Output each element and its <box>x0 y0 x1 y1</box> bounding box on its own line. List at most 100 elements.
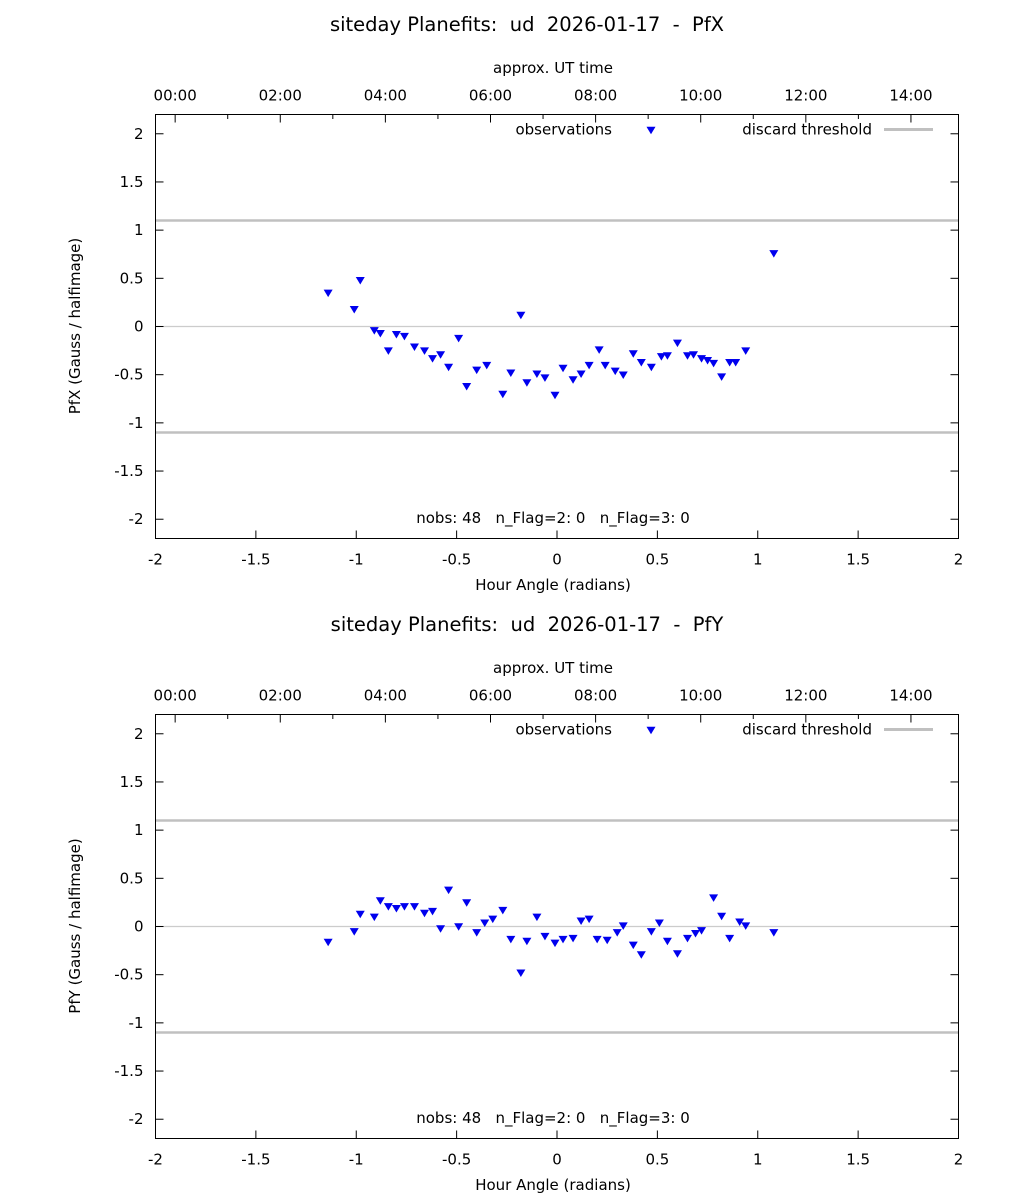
data-point <box>602 936 612 945</box>
data-point <box>576 917 586 926</box>
data-point <box>558 364 568 373</box>
data-point <box>725 934 735 943</box>
x-tick-label: 0 <box>552 1151 562 1169</box>
data-point <box>462 383 472 391</box>
data-point <box>428 907 438 916</box>
y-tick-label: 1 <box>134 221 144 239</box>
data-point <box>717 912 727 921</box>
chart-title-pfy: siteday Planefits: ud 2026-01-17 - PfY <box>330 613 724 636</box>
x2-tick-label: 02:00 <box>259 687 302 705</box>
data-point <box>610 367 620 376</box>
data-point <box>628 350 638 358</box>
data-point <box>472 929 482 937</box>
x-tick-label: 1.5 <box>846 1151 870 1169</box>
data-point <box>697 927 707 935</box>
x-tick-label: 0.5 <box>645 1151 669 1169</box>
data-point <box>618 371 628 379</box>
data-point <box>399 332 409 341</box>
data-point <box>506 369 516 378</box>
x2-tick-label: 02:00 <box>259 87 302 105</box>
data-point <box>540 374 550 382</box>
legend-threshold-label: discard threshold <box>742 121 872 139</box>
data-point <box>682 934 692 943</box>
data-point <box>375 897 385 905</box>
data-point <box>689 351 699 359</box>
data-point <box>646 363 656 372</box>
data-point <box>636 951 646 959</box>
legend-observations-marker <box>646 126 656 135</box>
chart-title-pfx: siteday Planefits: ud 2026-01-17 - PfX <box>329 13 725 36</box>
data-point <box>391 904 401 913</box>
data-point <box>522 937 532 946</box>
x-axis-title: Hour Angle (radians) <box>475 576 631 594</box>
y-tick-label: -0.5 <box>114 966 143 984</box>
data-point <box>532 370 542 379</box>
x-tick-label: -1.5 <box>241 551 270 569</box>
y-tick-label: 2 <box>134 725 144 743</box>
y-tick-label: -1.5 <box>114 1062 143 1080</box>
data-point <box>516 311 526 320</box>
x-tick-label: -1 <box>349 1151 364 1169</box>
x2-tick-label: 14:00 <box>889 687 932 705</box>
x-tick-label: -2 <box>148 551 163 569</box>
x-tick-label: -0.5 <box>442 1151 471 1169</box>
y-tick-label: 0.5 <box>120 869 144 887</box>
data-point <box>612 929 622 937</box>
top-axis-title: approx. UT time <box>493 59 613 77</box>
data-point <box>532 913 542 922</box>
data-point <box>323 289 333 298</box>
y-tick-label: 1 <box>134 821 144 839</box>
x2-tick-label: 04:00 <box>364 687 407 705</box>
x-tick-label: -1.5 <box>241 1151 270 1169</box>
data-point <box>550 939 560 948</box>
data-point <box>349 305 359 314</box>
x-tick-label: -0.5 <box>442 551 471 569</box>
data-point <box>682 352 692 360</box>
data-point <box>420 347 430 355</box>
data-point <box>498 390 508 399</box>
x2-tick-label: 14:00 <box>889 87 932 105</box>
chart-pfy: siteday Planefits: ud 2026-01-17 - PfY a… <box>0 600 1024 1200</box>
data-point <box>369 327 379 335</box>
pfy-plot-svg: -2 -1.5 -1 -0.5 0 0.5 1 1.5 2 -2 -1.5 -1 -0.5 0 0.5 1 1.… <box>114 687 964 1169</box>
data-point <box>672 339 682 348</box>
data-point <box>391 331 401 339</box>
data-point <box>594 346 604 354</box>
x-tick-label: -2 <box>148 1151 163 1169</box>
data-point <box>540 932 550 941</box>
legend-observations-label: observations <box>515 121 612 139</box>
data-point <box>769 250 779 258</box>
data-point <box>691 930 701 938</box>
nobs-annotation: nobs: 48 n_Flag=2: 0 n_Flag=3: 0 <box>416 1109 690 1128</box>
data-point <box>436 351 446 359</box>
data-point <box>646 928 656 936</box>
x2-tick-label: 12:00 <box>784 687 827 705</box>
y-tick-label: 0 <box>134 918 144 936</box>
y-tick-label: 0.5 <box>120 269 144 287</box>
data-point <box>731 358 741 367</box>
x2-tick-label: 10:00 <box>679 687 722 705</box>
y-tick-label: -0.5 <box>114 366 143 384</box>
data-point <box>488 915 498 924</box>
data-point <box>428 355 438 363</box>
x-tick-label: 1 <box>753 551 763 569</box>
y-tick-label: -2 <box>129 510 144 528</box>
data-point <box>672 950 682 958</box>
data-point <box>628 941 638 950</box>
data-point <box>444 363 454 372</box>
data-point <box>349 928 359 936</box>
x-tick-label: 0 <box>552 551 562 569</box>
x2-tick-label: 06:00 <box>469 687 512 705</box>
y-tick-label: 1.5 <box>120 773 144 791</box>
data-point <box>662 352 672 360</box>
data-point <box>656 353 666 361</box>
x2-tick-label: 06:00 <box>469 87 512 105</box>
x-tick-label: 2 <box>954 1151 964 1169</box>
y-tick-label: 0 <box>134 318 144 336</box>
data-point <box>600 361 610 370</box>
x2-tick-label: 10:00 <box>679 87 722 105</box>
data-point <box>420 909 430 918</box>
y-tick-label: -1 <box>129 1014 144 1032</box>
data-point <box>568 376 578 384</box>
data-point <box>355 910 365 919</box>
